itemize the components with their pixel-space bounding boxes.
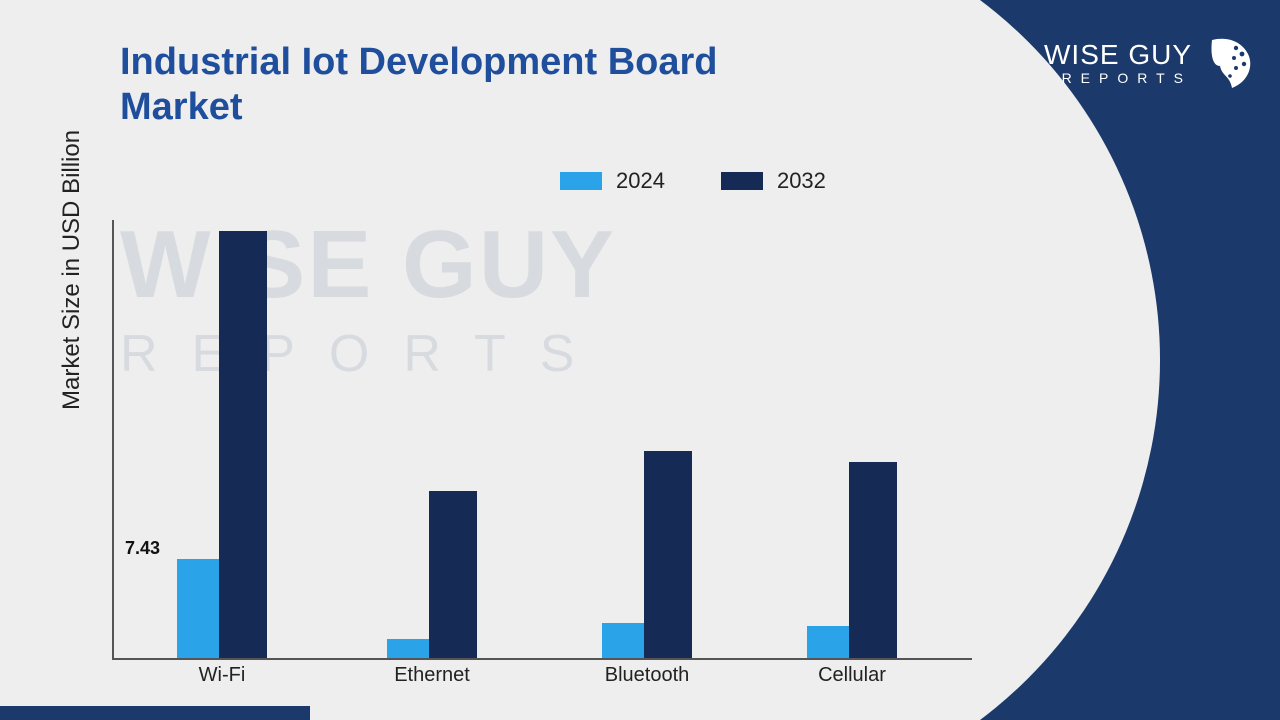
legend-item-2032: 2032	[721, 168, 826, 194]
legend: 2024 2032	[560, 168, 826, 194]
bottom-strip	[0, 706, 310, 720]
chart-title: Industrial Iot Development Board Market	[120, 40, 840, 130]
brand-name-top: WISE GUY	[1044, 40, 1192, 69]
bar	[602, 623, 650, 658]
category-label: Ethernet	[394, 664, 470, 687]
category-label: Cellular	[818, 664, 886, 687]
category-label: Bluetooth	[605, 664, 690, 687]
bar-group: Ethernet	[387, 218, 477, 658]
plot-area: Wi-Fi Ethernet Bluetooth Cellular 7.43	[112, 220, 972, 660]
legend-label-2032: 2032	[777, 168, 826, 194]
bar	[807, 626, 855, 658]
bar-group: Wi-Fi	[177, 218, 267, 658]
legend-label-2024: 2024	[616, 168, 665, 194]
x-axis	[112, 658, 972, 660]
legend-item-2024: 2024	[560, 168, 665, 194]
y-axis	[112, 220, 114, 660]
legend-swatch-2032	[721, 172, 763, 190]
bar	[387, 639, 435, 658]
bar	[177, 559, 225, 658]
bar	[849, 462, 897, 658]
bar-group: Cellular	[807, 218, 897, 658]
legend-swatch-2024	[560, 172, 602, 190]
category-label: Wi-Fi	[199, 664, 246, 687]
y-axis-label: Market Size in USD Billion	[58, 130, 86, 410]
bar	[219, 231, 267, 658]
bar	[644, 451, 692, 658]
brand-head-icon	[1202, 36, 1256, 90]
brand-name-bottom: REPORTS	[1044, 71, 1192, 86]
chart-canvas: WISE GUY REPORTS WISE GUY REPORTS Indust…	[0, 0, 1280, 720]
brand-logo: WISE GUY REPORTS	[1044, 36, 1256, 90]
bar	[429, 491, 477, 658]
bar-group: Bluetooth	[602, 218, 692, 658]
value-label: 7.43	[125, 538, 160, 559]
